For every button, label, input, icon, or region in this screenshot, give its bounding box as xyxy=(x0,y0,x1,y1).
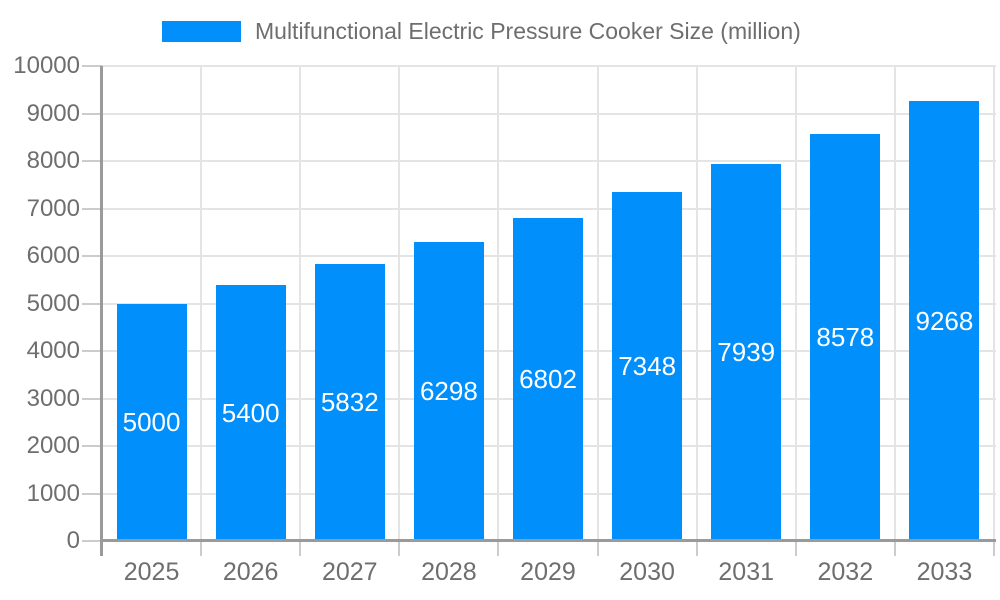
x-axis-tick-label: 2030 xyxy=(619,558,675,586)
y-axis-tick xyxy=(82,255,102,257)
x-axis-tick xyxy=(893,541,896,556)
x-gridline xyxy=(695,66,698,541)
legend-swatch xyxy=(162,20,241,42)
y-axis-tick xyxy=(82,160,102,162)
y-gridline xyxy=(102,207,996,210)
y-axis-tick xyxy=(82,302,102,305)
x-gridline xyxy=(200,66,203,541)
y-gridline xyxy=(102,112,996,115)
x-axis-tick-label: 2026 xyxy=(222,558,279,586)
y-axis-tick xyxy=(82,397,102,400)
y-axis-tick-label: 4000 xyxy=(26,337,80,364)
y-axis-tick xyxy=(82,350,102,352)
bar[interactable] xyxy=(513,217,583,541)
y-gridline xyxy=(102,160,996,162)
legend-label: Multifunctional Electric Pressure Cooker… xyxy=(255,18,801,44)
x-axis-tick xyxy=(299,541,302,556)
x-axis-tick xyxy=(794,541,797,556)
y-axis-tick-label: 5000 xyxy=(26,289,80,317)
bar-value-label: 6802 xyxy=(519,364,577,395)
x-gridline xyxy=(993,66,995,541)
bar[interactable] xyxy=(116,303,187,541)
x-axis-tick xyxy=(200,541,203,556)
x-gridline xyxy=(596,66,599,541)
bar[interactable] xyxy=(314,263,385,541)
bar[interactable] xyxy=(413,241,484,541)
y-axis-tick xyxy=(82,445,102,447)
bar[interactable] xyxy=(215,284,286,541)
x-axis-tick xyxy=(993,541,995,556)
x-gridline xyxy=(299,66,302,541)
y-axis-tick-label: 3000 xyxy=(26,384,80,412)
y-axis-tick xyxy=(82,492,102,495)
y-axis-tick-label: 1000 xyxy=(26,479,80,507)
x-axis-tick xyxy=(596,541,599,556)
bar[interactable] xyxy=(612,191,683,541)
bar[interactable] xyxy=(711,163,782,541)
bar-value-label: 9268 xyxy=(915,305,974,336)
legend[interactable]: Multifunctional Electric Pressure Cooker… xyxy=(162,17,801,45)
x-axis-tick xyxy=(695,541,698,556)
bar-value-label: 5832 xyxy=(320,387,379,418)
y-axis-tick-label: 7000 xyxy=(26,194,80,222)
y-axis-tick-label: 9000 xyxy=(26,99,80,127)
y-axis-tick-label: 6000 xyxy=(26,242,80,269)
bar-value-label: 5400 xyxy=(221,397,280,428)
y-gridline xyxy=(102,65,996,67)
bar[interactable] xyxy=(810,133,881,541)
x-axis-tick-label: 2032 xyxy=(817,558,874,586)
y-axis-tick-label: 10000 xyxy=(13,52,80,79)
x-axis-line xyxy=(102,539,996,542)
x-gridline xyxy=(794,66,797,541)
y-axis-tick-label: 2000 xyxy=(26,432,80,459)
bar[interactable] xyxy=(909,100,980,541)
x-axis-tick-label: 2031 xyxy=(718,558,775,586)
x-axis-tick-label: 2029 xyxy=(520,558,576,586)
x-axis-tick-label: 2028 xyxy=(421,558,477,586)
x-axis-tick-label: 2033 xyxy=(916,558,973,586)
y-axis-tick xyxy=(82,65,102,67)
y-axis-tick xyxy=(82,540,102,542)
bar-value-label: 6298 xyxy=(419,376,478,407)
x-axis-tick xyxy=(497,541,500,556)
bar-value-label: 5000 xyxy=(122,407,181,438)
x-gridline xyxy=(893,66,896,541)
y-axis-tick xyxy=(82,112,102,115)
bar-value-label: 7348 xyxy=(618,351,677,382)
y-axis-tick xyxy=(82,207,102,210)
x-gridline xyxy=(497,66,500,541)
x-gridline xyxy=(398,66,401,541)
y-axis-tick-label: 0 xyxy=(66,527,80,554)
y-axis-tick-label: 8000 xyxy=(26,147,80,174)
bar-value-label: 8578 xyxy=(816,322,875,353)
y-axis-line xyxy=(100,66,103,556)
x-axis-tick-label: 2025 xyxy=(123,558,180,586)
bar-value-label: 7939 xyxy=(717,337,776,368)
x-axis-tick xyxy=(398,541,401,556)
x-axis-tick-label: 2027 xyxy=(321,558,378,586)
